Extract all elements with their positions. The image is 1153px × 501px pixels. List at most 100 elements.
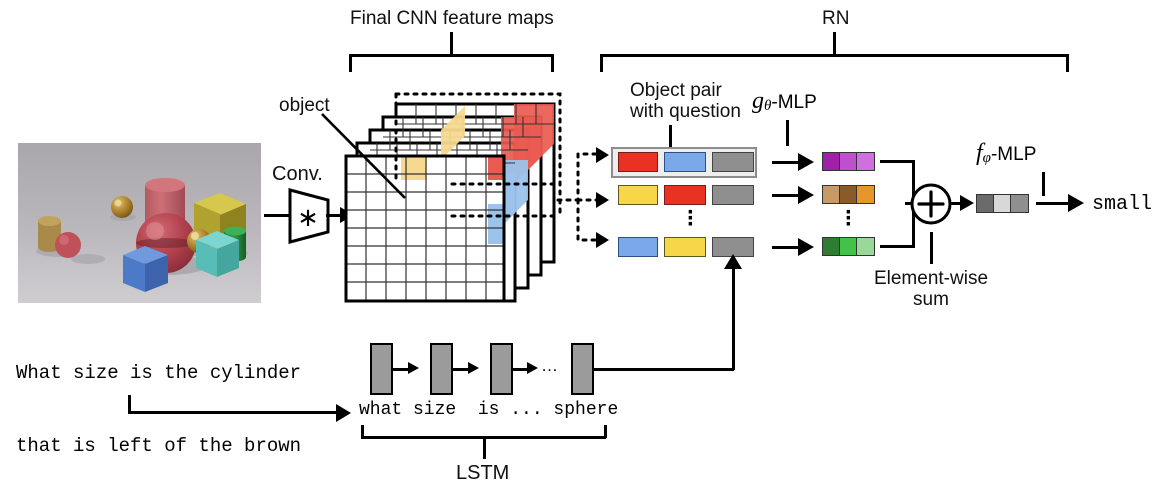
lstm-output-shaft [594, 368, 734, 371]
title-final-cnn-feature-maps: Final CNN feature maps [350, 8, 554, 29]
g-mlp-arrow-3-shaft [772, 246, 801, 249]
elementwise-sum-label-line1: Element-wise [873, 268, 989, 289]
bracket-rn-stem [833, 32, 836, 55]
lstm-output-riser [732, 268, 735, 370]
bracket-cnn-bar [349, 54, 554, 57]
pair-row-2-cell-1 [618, 185, 658, 205]
pair-row-1-cell-2 [664, 152, 706, 172]
answer-text: small [1092, 193, 1153, 216]
bracket-cnn-stem [450, 32, 453, 55]
pair-row-1-cell-3 [712, 152, 754, 172]
f-phi-mlp-stem [1042, 172, 1045, 196]
bracket-rn-bar [600, 54, 1069, 57]
pair-rows-ellipsis: · · · [687, 199, 695, 238]
elementwise-sum-label-line2: sum [913, 289, 949, 311]
g-theta-mlp-label: gθ-MLP [752, 88, 817, 115]
final-output-cell-2 [994, 195, 1011, 212]
pair-row-2-cell-2 [664, 185, 706, 205]
pair-arrowhead-1 [596, 147, 609, 163]
final-output-cell-3 [1011, 195, 1028, 212]
lstm-arrow-3-head [527, 362, 538, 374]
g-output-3-cell-1 [823, 238, 840, 255]
final-output-cell-1 [977, 195, 994, 212]
elementwise-sum-node [908, 181, 954, 232]
bracket-rn-leg-left [600, 54, 603, 72]
question-arrow-head [336, 404, 351, 422]
object-pair-label-line1: Object pair [630, 80, 722, 101]
pair-arrowhead-2 [596, 192, 609, 208]
f-phi-mlp-suffix: -MLP [990, 144, 1037, 165]
svg-text:∗: ∗ [297, 202, 319, 232]
question-line-1: What size is the cylinder [16, 361, 302, 384]
lstm-arrow-1-shaft [393, 368, 412, 371]
g-output-2 [822, 185, 875, 204]
sum-output-shaft [951, 202, 963, 205]
bracket-rn-leg-right [1066, 54, 1069, 72]
scene-svg [18, 143, 261, 303]
elementwise-sum-label: Element-wise sum [871, 268, 991, 311]
g-output-1-cell-2 [840, 153, 857, 170]
answer-arrow-head [1068, 194, 1084, 212]
lstm-arrow-2-shaft [453, 368, 472, 371]
lstm-cell-1 [370, 343, 393, 395]
lstm-cell-2 [430, 343, 453, 395]
conv-output-line [326, 214, 342, 217]
final-output-block [976, 194, 1029, 213]
f-phi-mlp-symbol: f [976, 140, 983, 166]
g-output-1 [822, 152, 875, 171]
lstm-label: LSTM [456, 462, 510, 484]
g-mlp-arrow-1-shaft [772, 161, 801, 164]
pair-row-3-cell-2 [664, 237, 706, 257]
question-arrow-riser [128, 395, 131, 414]
title-rn: RN [822, 8, 850, 29]
g-output-3 [822, 237, 875, 256]
lstm-arrow-2-head [468, 362, 479, 374]
lstm-bracket-stem [483, 436, 486, 459]
object-label: object [279, 95, 330, 116]
lstm-cell-3 [490, 343, 513, 395]
g-output-ellipsis: · · · [845, 199, 853, 238]
g-output-2-cell-1 [823, 186, 840, 203]
conv-label: Conv. [272, 163, 323, 185]
g-output-1-cell-1 [823, 153, 840, 170]
pair-row-2-cell-3 [712, 185, 754, 205]
conv-trapezoid: ∗ [286, 186, 332, 251]
feature-map-dotted-selection [392, 90, 572, 265]
lstm-output-arrowhead [724, 254, 742, 269]
object-pair-label-stem [669, 125, 672, 150]
question-arrow-shaft [128, 411, 339, 414]
elementwise-sum-label-stem [930, 232, 933, 264]
g-mlp-arrow-1-head [798, 153, 814, 171]
cnn-feature-map-stack [344, 100, 559, 310]
feature-maps-svg [344, 102, 556, 303]
g-output-2-cell-3 [857, 186, 874, 203]
clevr-scene-image [18, 143, 261, 303]
object-pair-label: Object pair with question [630, 80, 741, 123]
pair-row-3-cell-1 [618, 237, 658, 257]
g-theta-mlp-symbol: g [752, 88, 764, 114]
lstm-cell-final [571, 343, 594, 395]
lstm-ellipsis: … [541, 356, 559, 375]
g-theta-mlp-subscript: θ [764, 98, 772, 114]
lstm-bracket-leg-left [361, 425, 364, 438]
lstm-bracket-leg-right [604, 425, 607, 438]
g-mlp-arrow-2-shaft [772, 194, 801, 197]
f-phi-mlp-subscript: φ [982, 150, 991, 166]
object-pair-label-line2: with question [630, 101, 741, 123]
g-output-1-cell-3 [857, 153, 874, 170]
sum-output-arrowhead [960, 195, 974, 211]
g-theta-mlp-stem [786, 120, 789, 146]
bracket-cnn-leg-left [349, 54, 352, 72]
g-mlp-arrow-3-head [798, 238, 814, 256]
merge-bracket-top [880, 160, 914, 163]
g-output-3-cell-3 [857, 238, 874, 255]
g-theta-mlp-suffix: -MLP [771, 92, 817, 113]
g-output-2-cell-2 [840, 186, 857, 203]
lstm-word-tokens: what size is ... sphere [359, 400, 619, 420]
pair-arrowhead-3 [596, 232, 609, 248]
merge-bracket-bottom [880, 245, 914, 248]
question-text: What size is the cylinder that is left o… [16, 312, 301, 501]
f-phi-mlp-label: fφ-MLP [976, 140, 1036, 167]
pair-row-1-cell-1 [618, 152, 658, 172]
bracket-cnn-leg-right [551, 54, 554, 72]
